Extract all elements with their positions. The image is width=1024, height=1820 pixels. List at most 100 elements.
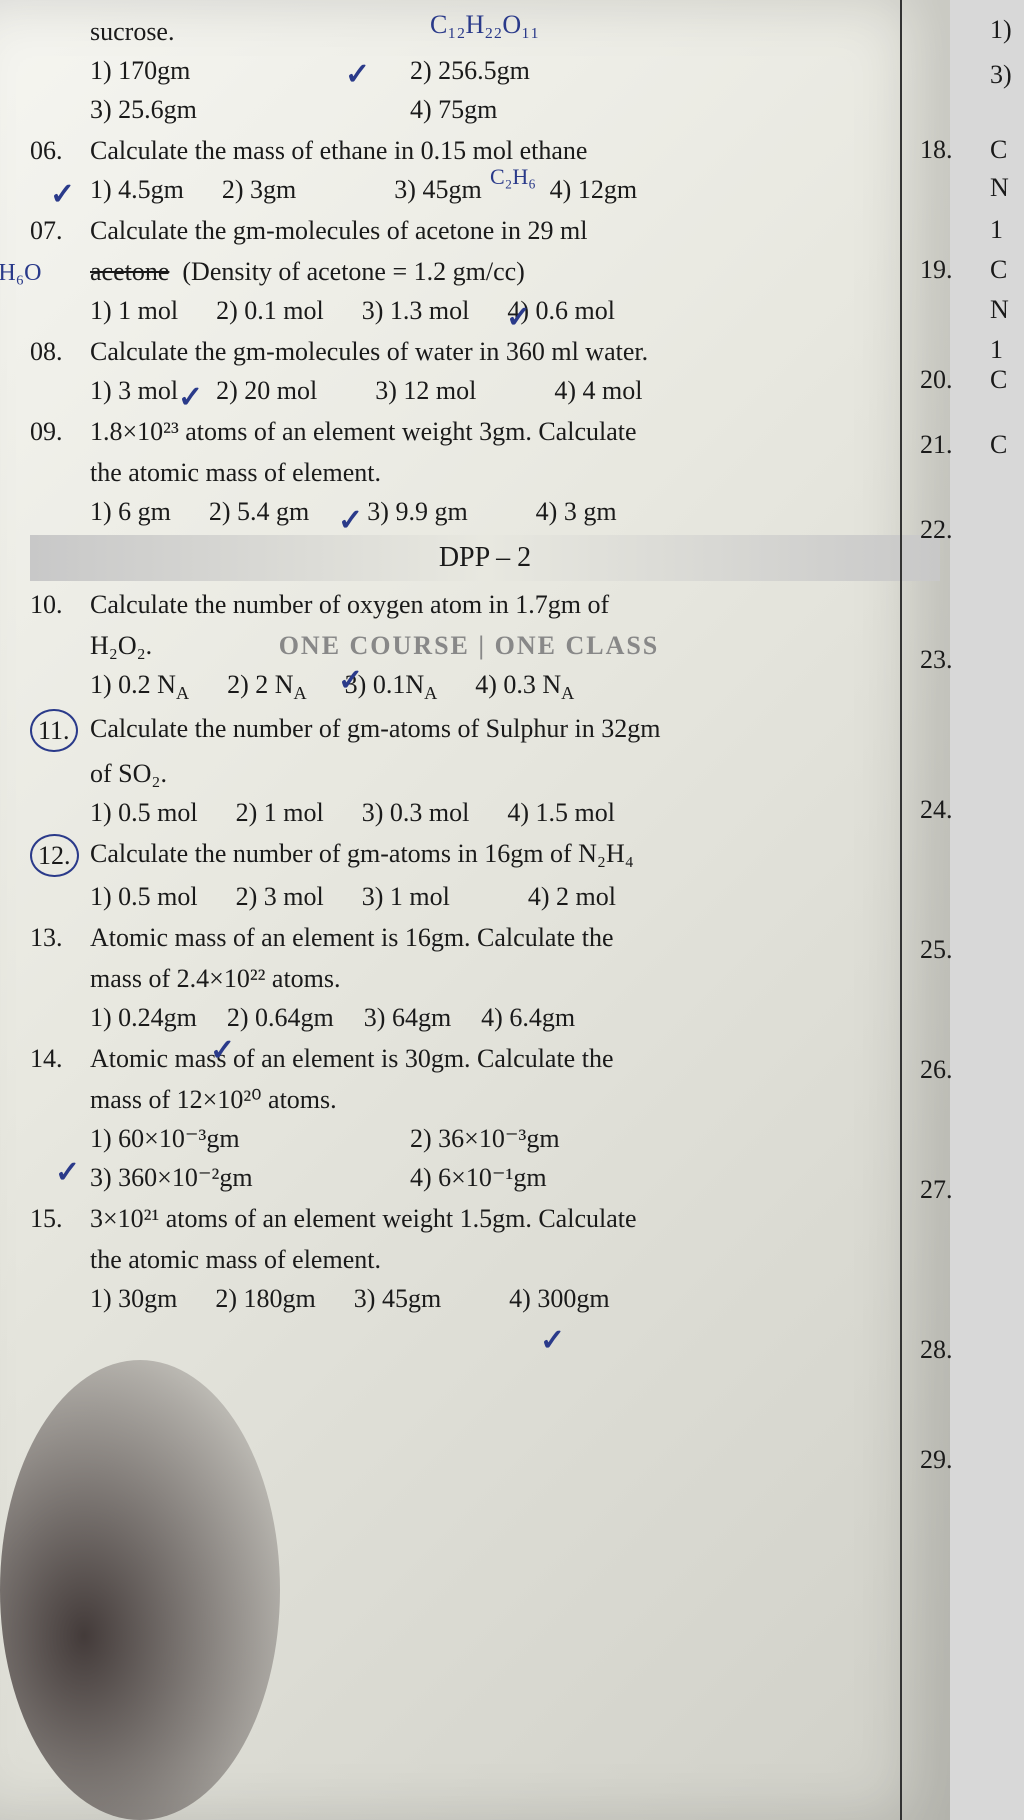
rc-28: 28. — [920, 1330, 953, 1369]
rc-29: 29. — [920, 1440, 953, 1479]
q05-o1: 1) 170gm — [90, 51, 350, 90]
q08: 08. Calculate the gm-molecules of water … — [30, 332, 940, 371]
q14-opts-1: 1) 60×10⁻³gm 2) 36×10⁻³gm — [90, 1119, 940, 1158]
q14-l1: 14. Atomic mass of an element is 30gm. C… — [30, 1039, 940, 1078]
q15-opts: 1) 30gm 2) 180gm 3) 45gm 4) 300gm — [90, 1279, 940, 1318]
q14-num: 14. — [30, 1039, 90, 1078]
q11-num: 11. — [30, 709, 90, 752]
q05-opts-1: 1) 170gm 2) 256.5gm — [90, 51, 940, 90]
q14-opts-2: 3) 360×10⁻²gm 4) 6×10⁻¹gm — [90, 1158, 940, 1197]
q06-o3: 3) 45gm — [394, 170, 481, 209]
q09-l1: 09. 1.8×10²³ atoms of an element weight … — [30, 412, 940, 451]
rc-18c: C — [990, 130, 1007, 169]
q08-o4: 4) 4 mol — [554, 371, 642, 410]
q14-o2: 2) 36×10⁻³gm — [410, 1119, 560, 1158]
q14-o1: 1) 60×10⁻³gm — [90, 1119, 350, 1158]
q13-num: 13. — [30, 918, 90, 957]
rc-24: 24. — [920, 790, 953, 829]
q12-o3: 3) 1 mol — [362, 877, 450, 916]
q11-text1: Calculate the number of gm-atoms of Sulp… — [90, 709, 940, 752]
q09-text2: the atomic mass of element. — [90, 453, 940, 492]
exam-page: sucrose. C₁₂H₂₂O₁₁ 1) 170gm 2) 256.5gm ✓… — [0, 0, 950, 1820]
q15-l1: 15. 3×10²¹ atoms of an element weight 1.… — [30, 1199, 940, 1238]
q06-o4: 4) 12gm — [550, 170, 637, 209]
q15-tick: ✓ — [540, 1318, 565, 1363]
q13-text1: Atomic mass of an element is 16gm. Calcu… — [90, 918, 940, 957]
q13-o3: 3) 64gm — [364, 998, 451, 1037]
q15-num: 15. — [30, 1199, 90, 1238]
q13-l2: mass of 2.4×10²² atoms. — [30, 959, 940, 998]
q11-l2: of SO₂. — [30, 754, 940, 793]
q09-opts: 1) 6 gm 2) 5.4 gm 3) 9.9 gm 4) 3 gm — [90, 492, 940, 531]
q10-o1: 1) 0.2 NA — [90, 665, 189, 707]
q15-o4: 4) 300gm — [509, 1279, 609, 1318]
q07-l2: acetone (Density of acetone = 1.2 gm/cc) — [30, 252, 940, 291]
rc-22: 22. — [920, 510, 953, 549]
q10-o4: 4) 0.3 NA — [475, 665, 574, 707]
q09-o1: 1) 6 gm — [90, 492, 171, 531]
q09-l2: the atomic mass of element. — [30, 453, 940, 492]
q07-text2: acetone (Density of acetone = 1.2 gm/cc) — [90, 252, 940, 291]
q08-o3: 3) 12 mol — [375, 371, 476, 410]
q07-o1: 1) 1 mol — [90, 291, 178, 330]
q11-opts: 1) 0.5 mol 2) 1 mol 3) 0.3 mol 4) 1.5 mo… — [90, 793, 940, 832]
q11-o1: 1) 0.5 mol — [90, 793, 198, 832]
q12-o1: 1) 0.5 mol — [90, 877, 198, 916]
q07-o3: 3) 1.3 mol — [362, 291, 470, 330]
q10-l1: 10. Calculate the number of oxygen atom … — [30, 585, 940, 624]
rc-26: 26. — [920, 1050, 953, 1089]
rc-21c: C — [990, 425, 1007, 464]
q14-text2: mass of 12×10²⁰ atoms. — [90, 1080, 940, 1119]
q13-tick: ✓ — [210, 1028, 235, 1073]
q12-o4: 4) 2 mol — [528, 877, 616, 916]
q13-text2: mass of 2.4×10²² atoms. — [90, 959, 940, 998]
q08-o1: 1) 3 mol — [90, 371, 178, 410]
rc-25: 25. — [920, 930, 953, 969]
q14-l2: mass of 12×10²⁰ atoms. — [30, 1080, 940, 1119]
q09-tick: ✓ — [338, 498, 363, 543]
rc-18n: N — [990, 168, 1009, 207]
q13-o1: 1) 0.24gm — [90, 998, 197, 1037]
rc-20c: C — [990, 360, 1007, 399]
q10-opts: 1) 0.2 NA 2) 2 NA 3) 0.1NA 4) 0.3 NA — [90, 665, 940, 707]
rc-21: 21. — [920, 425, 953, 464]
rc-18-1: 1 — [990, 210, 1003, 249]
shadow-finger — [0, 1360, 280, 1820]
q09-o2: 2) 5.4 gm — [209, 492, 309, 531]
q15-l2: the atomic mass of element. — [30, 1240, 940, 1279]
q09-o4: 4) 3 gm — [536, 492, 617, 531]
q10-text2: H₂O₂. ONE COURSE | ONE CLASS — [90, 626, 940, 665]
q07-l1: 07. Calculate the gm-molecules of aceton… — [30, 211, 940, 250]
q09-text1: 1.8×10²³ atoms of an element weight 3gm.… — [90, 412, 940, 451]
rc-3: 3) — [990, 55, 1012, 94]
q09-num: 09. — [30, 412, 90, 451]
q06-num: 06. — [30, 131, 90, 170]
q05-formula-handwritten: C₁₂H₂₂O₁₁ — [430, 5, 539, 44]
q10-l2: H₂O₂. ONE COURSE | ONE CLASS — [30, 626, 940, 665]
q15-o3: 3) 45gm — [354, 1279, 441, 1318]
q10-tick: ✓ — [338, 658, 363, 703]
rc-1: 1) — [990, 10, 1012, 49]
rc-23: 23. — [920, 640, 953, 679]
q15-text1: 3×10²¹ atoms of an element weight 1.5gm.… — [90, 1199, 940, 1238]
q09-o3: 3) 9.9 gm — [367, 492, 467, 531]
rc-19n: N — [990, 290, 1009, 329]
q11-o4: 4) 1.5 mol — [507, 793, 615, 832]
q05-opts-2: 3) 25.6gm 4) 75gm — [90, 90, 940, 129]
q08-o2: 2) 20 mol — [216, 371, 317, 410]
q15-o1: 1) 30gm — [90, 1279, 177, 1318]
q07-text1: Calculate the gm-molecules of acetone in… — [90, 211, 940, 250]
q06: 06. Calculate the mass of ethane in 0.15… — [30, 131, 940, 170]
q13-l1: 13. Atomic mass of an element is 16gm. C… — [30, 918, 940, 957]
q07-tick: ✓ — [506, 295, 531, 340]
q12-text: Calculate the number of gm-atoms in 16gm… — [90, 834, 940, 877]
q12-o2: 2) 3 mol — [236, 877, 324, 916]
q14-tick: ✓ — [55, 1150, 80, 1195]
q05-o4: 4) 75gm — [410, 90, 497, 129]
q11-o2: 2) 1 mol — [236, 793, 324, 832]
q12: 12. Calculate the number of gm-atoms in … — [30, 834, 940, 877]
q05-o2: 2) 256.5gm — [410, 51, 530, 90]
watermark: ONE COURSE | ONE CLASS — [279, 631, 660, 660]
q14-o4: 4) 6×10⁻¹gm — [410, 1158, 547, 1197]
q10-text1: Calculate the number of oxygen atom in 1… — [90, 585, 940, 624]
